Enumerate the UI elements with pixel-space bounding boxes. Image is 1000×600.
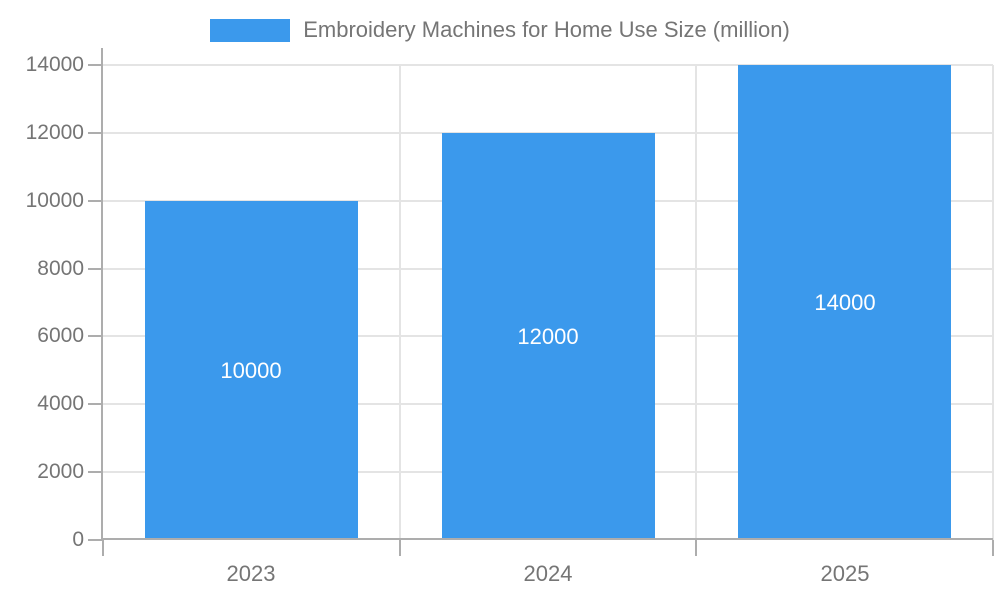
y-axis-line: [101, 48, 103, 540]
bar-value-label: 12000: [517, 324, 579, 349]
y-axis-tick-label: 2000: [37, 460, 84, 483]
y-axis-tick: [88, 132, 103, 134]
y-axis-tick: [88, 200, 103, 202]
y-axis-tick: [88, 268, 103, 270]
gridline-vertical: [992, 65, 994, 540]
gridline-vertical: [399, 65, 401, 540]
bar-value-label: 14000: [814, 290, 876, 315]
bar-value-label: 10000: [220, 358, 282, 383]
x-axis-category-label: 2024: [523, 561, 573, 586]
x-axis-tick: [399, 540, 401, 556]
gridline-horizontal: [103, 64, 993, 66]
x-axis-category-label: 2023: [226, 561, 276, 586]
y-axis-tick: [88, 471, 103, 473]
x-axis-category-label: 2025: [820, 561, 870, 586]
y-axis-tick-label: 6000: [37, 324, 84, 347]
legend-item[interactable]: Embroidery Machines for Home Use Size (m…: [210, 17, 790, 43]
gridline-vertical: [695, 65, 697, 540]
y-axis-tick: [88, 64, 103, 66]
bar[interactable]: [738, 65, 951, 538]
y-axis-tick: [88, 335, 103, 337]
legend: Embroidery Machines for Home Use Size (m…: [0, 17, 1000, 43]
bar[interactable]: [442, 133, 655, 538]
legend-label: Embroidery Machines for Home Use Size (m…: [303, 17, 790, 42]
y-axis-tick-label: 0: [72, 528, 84, 551]
y-axis-tick-label: 4000: [37, 392, 84, 415]
y-axis-tick-label: 14000: [25, 53, 84, 76]
y-axis-tick-label: 8000: [37, 257, 84, 280]
x-axis-line: [103, 538, 993, 540]
bar[interactable]: [145, 201, 358, 538]
x-axis-tick: [695, 540, 697, 556]
legend-swatch: [210, 18, 291, 42]
y-axis-tick: [88, 403, 103, 405]
y-axis-tick-label: 10000: [25, 189, 84, 212]
y-axis-tick-label: 12000: [25, 121, 84, 144]
x-axis-tick: [992, 540, 994, 556]
x-axis-tick: [102, 540, 104, 556]
y-axis-tick: [88, 539, 103, 541]
